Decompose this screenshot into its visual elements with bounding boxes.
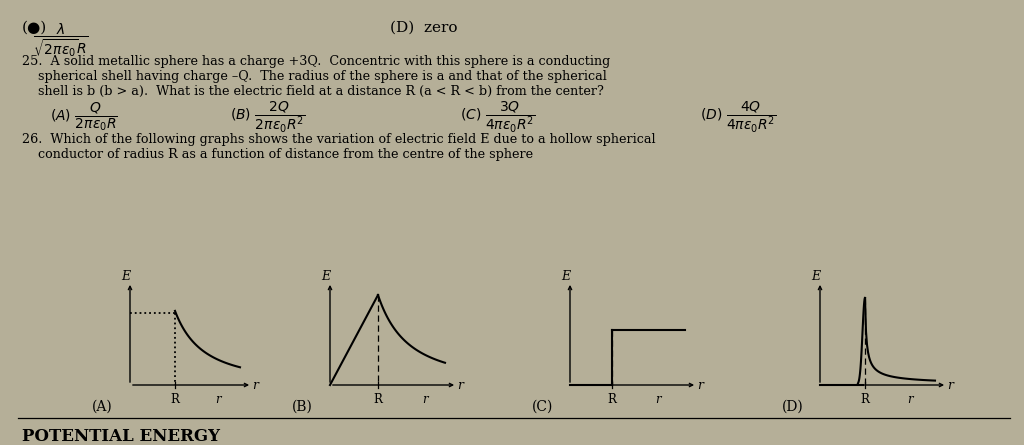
Text: 25.  A solid metallic sphere has a charge +3Q.  Concentric with this sphere is a: 25. A solid metallic sphere has a charge… [22,55,610,68]
Text: r: r [655,393,660,406]
Text: R: R [607,393,616,406]
Text: (C): (C) [532,400,553,414]
Text: r: r [457,379,463,392]
Text: shell is b (b > a).  What is the electric field at a distance R (a < R < b) from: shell is b (b > a). What is the electric… [38,85,604,98]
Text: r: r [947,379,953,392]
Text: (D)  zero: (D) zero [390,21,458,35]
Text: R: R [374,393,382,406]
Text: E: E [322,270,331,283]
Text: POTENTIAL ENERGY: POTENTIAL ENERGY [22,428,220,445]
Text: spherical shell having charge –Q.  The radius of the sphere is a and that of the: spherical shell having charge –Q. The ra… [38,70,607,83]
Text: E: E [811,270,820,283]
Text: $(A)\ \dfrac{Q}{2\pi\varepsilon_0 R}$: $(A)\ \dfrac{Q}{2\pi\varepsilon_0 R}$ [50,100,118,133]
Text: $(D)\ \dfrac{4Q}{4\pi\varepsilon_0 R^2}$: $(D)\ \dfrac{4Q}{4\pi\varepsilon_0 R^2}$ [700,100,776,135]
Text: r: r [252,379,258,392]
Text: (●): (●) [22,21,47,35]
Text: $(B)\ \dfrac{2Q}{2\pi\varepsilon_0 R^2}$: $(B)\ \dfrac{2Q}{2\pi\varepsilon_0 R^2}$ [230,100,305,135]
Text: (A): (A) [92,400,113,414]
Text: E: E [561,270,570,283]
Text: $(C)\ \dfrac{3Q}{4\pi\varepsilon_0 R^2}$: $(C)\ \dfrac{3Q}{4\pi\varepsilon_0 R^2}$ [460,100,536,135]
Text: r: r [697,379,703,392]
Text: r: r [422,393,428,406]
Text: r: r [215,393,221,406]
Text: E: E [122,270,131,283]
Text: R: R [860,393,869,406]
Text: r: r [907,393,912,406]
Text: (D): (D) [782,400,804,414]
Text: conductor of radius R as a function of distance from the centre of the sphere: conductor of radius R as a function of d… [38,148,534,161]
Text: 26.  Which of the following graphs shows the variation of electric field E due t: 26. Which of the following graphs shows … [22,133,655,146]
Text: (B): (B) [292,400,313,414]
Text: $\dfrac{\lambda}{\sqrt{2\pi\varepsilon_0}R}$: $\dfrac{\lambda}{\sqrt{2\pi\varepsilon_0… [33,22,88,60]
Text: R: R [171,393,179,406]
